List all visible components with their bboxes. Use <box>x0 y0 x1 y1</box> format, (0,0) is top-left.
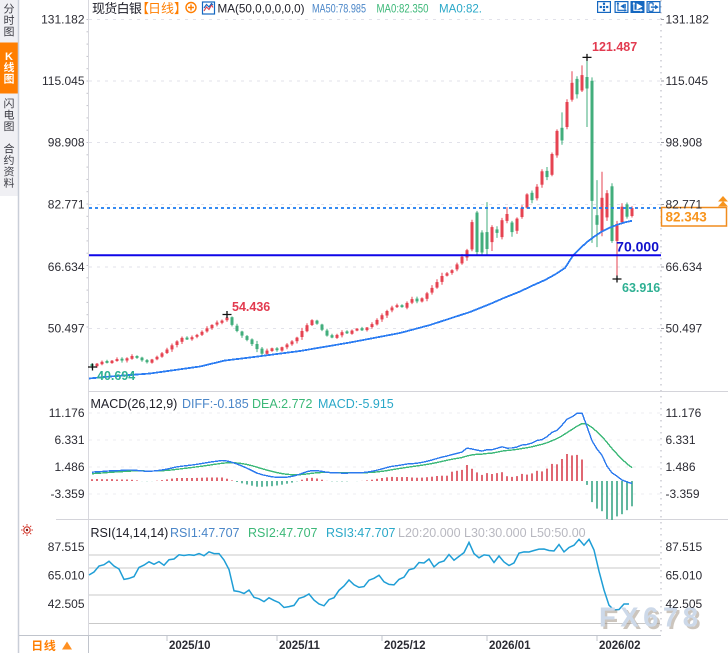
svg-text:FX678: FX678 <box>599 602 703 633</box>
svg-text:-3.359: -3.359 <box>666 487 700 501</box>
svg-text:RSI3:47.707: RSI3:47.707 <box>326 526 396 540</box>
svg-text:MACD(26,12,9): MACD(26,12,9) <box>91 397 178 411</box>
svg-text:11.176: 11.176 <box>666 406 702 420</box>
svg-text:MA50:78.985: MA50:78.985 <box>312 2 366 16</box>
svg-text:42.505: 42.505 <box>666 597 703 611</box>
svg-text:65.010: 65.010 <box>666 569 703 583</box>
svg-text:2026/02: 2026/02 <box>599 640 641 652</box>
svg-text:6.331: 6.331 <box>666 433 696 447</box>
svg-text:11.176: 11.176 <box>49 406 85 420</box>
svg-text:131.182: 131.182 <box>666 13 710 27</box>
svg-text:FX678: FX678 <box>602 604 706 635</box>
svg-text:2025/12: 2025/12 <box>384 640 426 652</box>
svg-text:87.515: 87.515 <box>666 540 703 554</box>
svg-text:50.497: 50.497 <box>48 322 85 336</box>
svg-text:DEA:2.772: DEA:2.772 <box>252 397 313 411</box>
svg-text:98.908: 98.908 <box>666 136 703 150</box>
svg-text:70.000: 70.000 <box>616 239 659 255</box>
svg-text:RSI1:47.707: RSI1:47.707 <box>170 526 240 540</box>
svg-text:42.505: 42.505 <box>48 597 85 611</box>
svg-text:82.771: 82.771 <box>48 198 85 212</box>
svg-text:-3.359: -3.359 <box>50 487 84 501</box>
svg-text:115.045: 115.045 <box>666 74 709 88</box>
svg-text:MA0:82.350: MA0:82.350 <box>377 2 429 16</box>
svg-text:54.436: 54.436 <box>232 300 270 314</box>
svg-text:131.182: 131.182 <box>41 13 85 27</box>
svg-text:65.010: 65.010 <box>48 569 85 583</box>
svg-text:40.694: 40.694 <box>97 369 135 383</box>
svg-text:2026/01: 2026/01 <box>489 640 531 652</box>
svg-text:66.634: 66.634 <box>666 260 703 274</box>
svg-text:K: K <box>5 51 13 63</box>
svg-text:82.343: 82.343 <box>666 210 708 225</box>
svg-text:115.045: 115.045 <box>42 74 85 88</box>
svg-text:RSI2:47.707: RSI2:47.707 <box>248 526 318 540</box>
svg-text:MA0:82.: MA0:82. <box>439 2 482 16</box>
svg-text:2025/11: 2025/11 <box>279 640 321 652</box>
svg-text:1.486: 1.486 <box>666 460 696 474</box>
svg-text:DIFF:-0.185: DIFF:-0.185 <box>182 397 249 411</box>
svg-text:MACD:-5.915: MACD:-5.915 <box>318 397 394 411</box>
svg-text:2025/10: 2025/10 <box>169 640 211 652</box>
svg-text:98.908: 98.908 <box>48 136 85 150</box>
svg-text:87.515: 87.515 <box>48 540 85 554</box>
svg-text:6.331: 6.331 <box>54 433 84 447</box>
svg-text:L50:50.00: L50:50.00 <box>530 526 586 540</box>
svg-text:RSI(14,14,14): RSI(14,14,14) <box>91 526 169 540</box>
svg-text:121.487: 121.487 <box>592 40 637 54</box>
svg-text:50.497: 50.497 <box>666 322 703 336</box>
svg-text:MA(50,0,0,0,0,0): MA(50,0,0,0,0,0) <box>218 2 305 16</box>
svg-text:L20:20.000: L20:20.000 <box>398 526 461 540</box>
svg-text:66.634: 66.634 <box>48 260 85 274</box>
svg-text:L30:30.000: L30:30.000 <box>464 526 527 540</box>
svg-text:63.916: 63.916 <box>622 281 660 295</box>
svg-text:82.771: 82.771 <box>666 198 703 212</box>
svg-text:1.486: 1.486 <box>54 460 84 474</box>
